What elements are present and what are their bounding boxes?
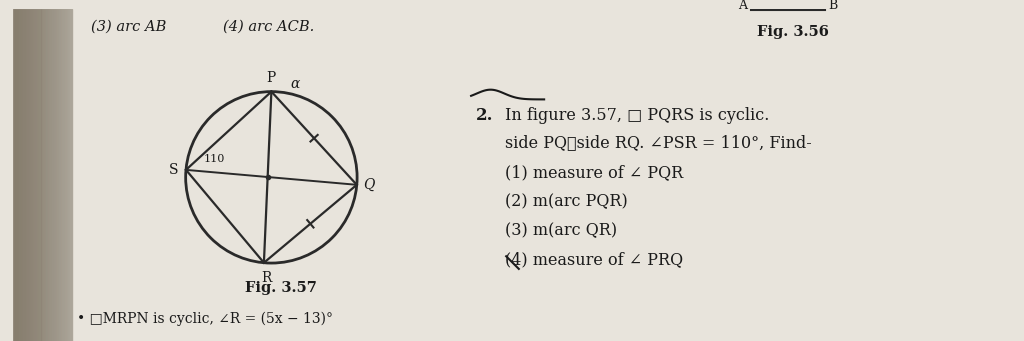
Text: α: α (291, 77, 300, 91)
Text: Fig. 3.56: Fig. 3.56 (757, 25, 828, 39)
Text: (4) measure of ∠ PRQ: (4) measure of ∠ PRQ (505, 251, 683, 268)
Text: B: B (828, 0, 838, 12)
Text: A: A (737, 0, 746, 12)
Text: (2) m(arc PQR): (2) m(arc PQR) (505, 193, 628, 210)
Text: Q: Q (364, 178, 375, 192)
Text: S: S (169, 163, 178, 177)
Text: In figure 3.57, □ PQRS is cyclic.: In figure 3.57, □ PQRS is cyclic. (505, 107, 770, 124)
Text: 2.: 2. (476, 107, 494, 124)
Bar (13, 9, 72, 341)
Text: R: R (262, 270, 272, 284)
Text: 110: 110 (204, 154, 225, 164)
Text: P: P (267, 71, 276, 85)
Text: • □MRPN is cyclic, ∠R = (5x − 13)°: • □MRPN is cyclic, ∠R = (5x − 13)° (77, 312, 333, 326)
Text: side PQ≅side RQ. ∠PSR = 110°, Find-: side PQ≅side RQ. ∠PSR = 110°, Find- (505, 134, 812, 151)
Text: (4) arc ACB.: (4) arc ACB. (222, 19, 314, 33)
Text: (3) m(arc QR): (3) m(arc QR) (505, 222, 617, 239)
Text: (1) measure of ∠ PQR: (1) measure of ∠ PQR (505, 164, 683, 181)
Text: (3) arc AB: (3) arc AB (91, 19, 167, 33)
Text: Fig. 3.57: Fig. 3.57 (245, 281, 317, 295)
